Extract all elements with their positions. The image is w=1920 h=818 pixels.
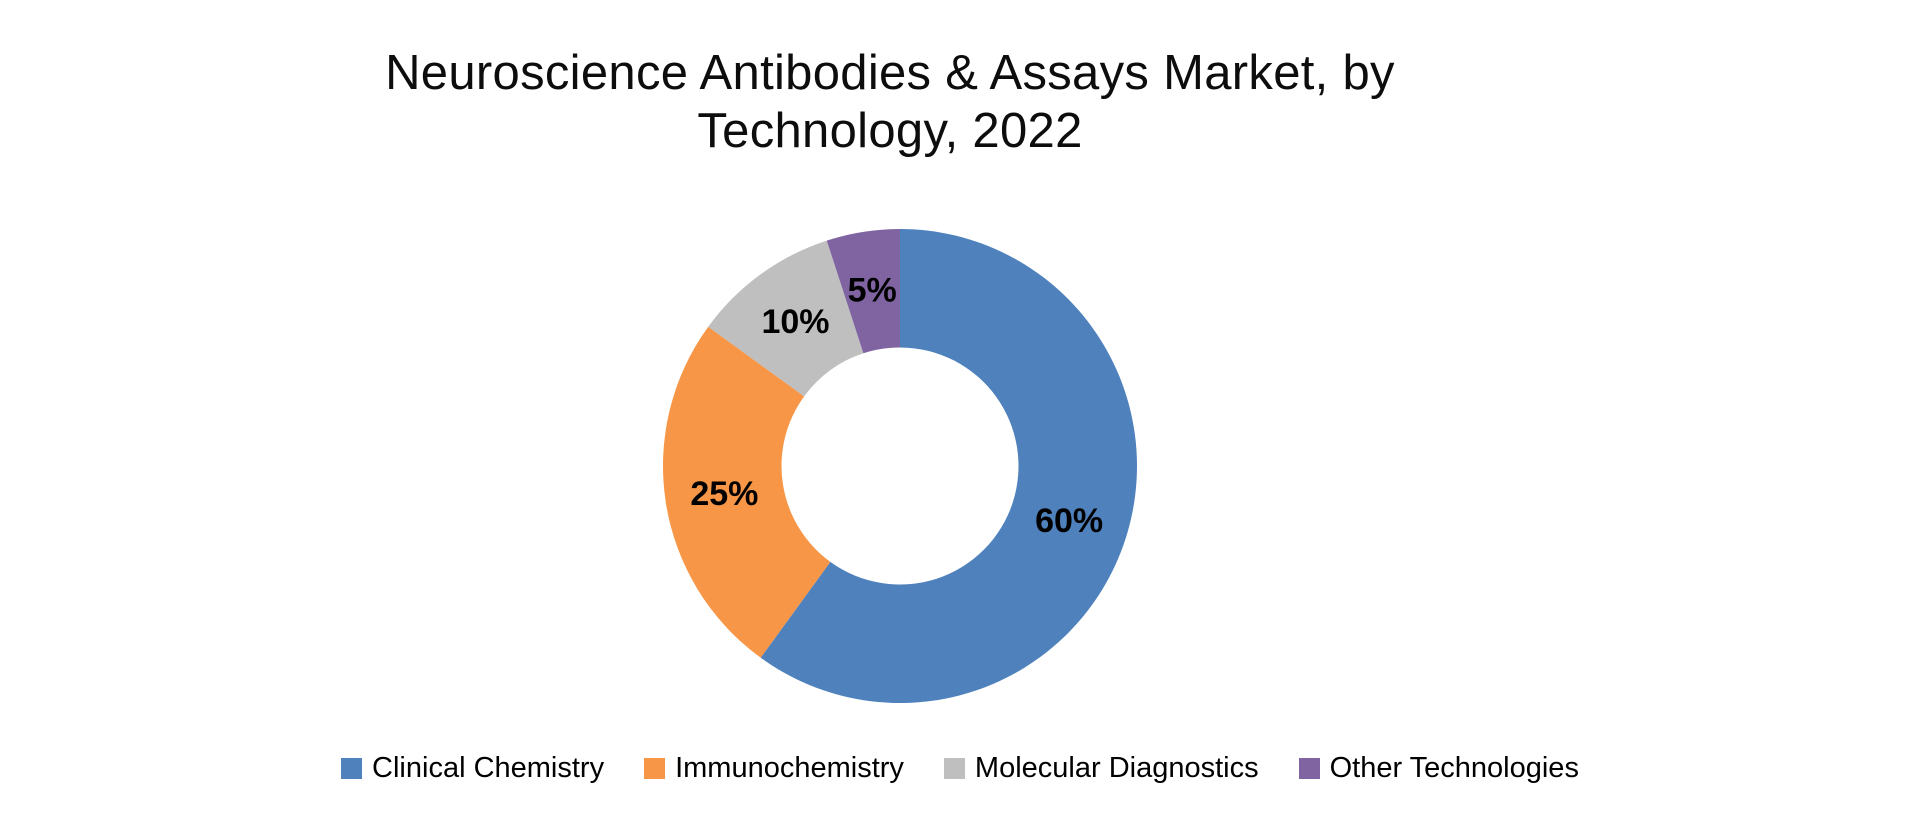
legend-marker-immunochemistry: [644, 757, 666, 779]
legend-label-other-technologies: Other Technologies: [1329, 752, 1579, 784]
legend: Clinical Chemistry Immunochemistry Molec…: [0, 748, 1920, 788]
chart-title-line-2: Technology, 2022: [697, 104, 1083, 158]
donut-slice-immunochemistry: [662, 326, 831, 658]
legend-item-molecular-diagnostics: Molecular Diagnostics: [943, 751, 1259, 785]
chart-title: Neuroscience Antibodies & Assays Market,…: [0, 44, 1780, 160]
legend-label-molecular-diagnostics: Molecular Diagnostics: [974, 752, 1259, 784]
donut-slice-clinical-chemistry: [760, 229, 1137, 703]
data-label-molecular-diagnostics: 10%: [761, 303, 829, 341]
legend-marker-clinical-chemistry: [341, 757, 363, 779]
legend-label-clinical-chemistry: Clinical Chemistry: [372, 752, 605, 784]
donut-slice-other-technologies: [826, 229, 900, 354]
data-label-clinical-chemistry: 60%: [1035, 502, 1103, 540]
legend-marker-molecular-diagnostics: [943, 757, 965, 779]
legend-item-clinical-chemistry: Clinical Chemistry: [341, 751, 604, 785]
donut-svg: 60% 25% 10% 5%: [662, 229, 1137, 703]
legend-marker-other-technologies: [1298, 757, 1320, 779]
data-label-other-technologies: 5%: [848, 271, 897, 309]
legend-item-immunochemistry: Immunochemistry: [644, 751, 904, 785]
donut-chart: 60% 25% 10% 5%: [660, 226, 1140, 706]
data-label-immunochemistry: 25%: [690, 475, 758, 513]
legend-label-immunochemistry: Immunochemistry: [675, 752, 904, 784]
legend-item-other-technologies: Other Technologies: [1298, 751, 1579, 785]
chart-title-line-1: Neuroscience Antibodies & Assays Market,…: [385, 46, 1395, 100]
donut-slice-molecular-diagnostics: [708, 240, 864, 397]
